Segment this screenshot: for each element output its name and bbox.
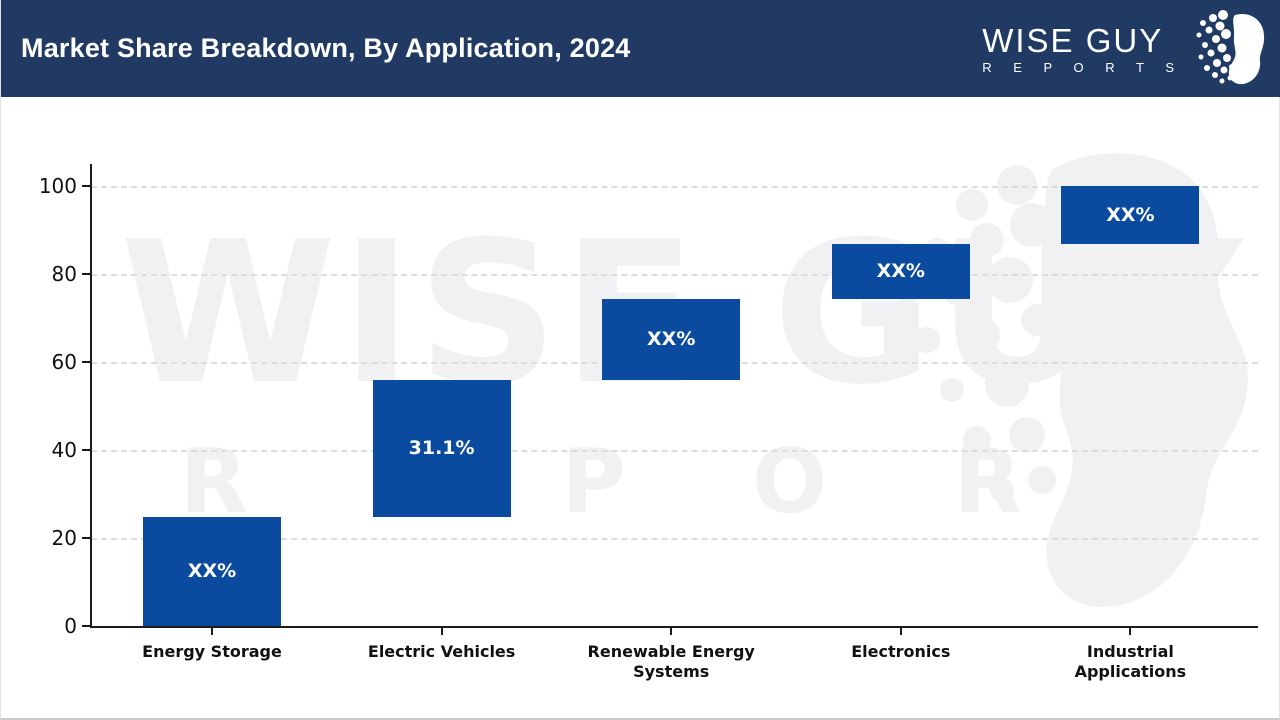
brand-logo: WISE GUY R E P O R T S — [982, 9, 1267, 89]
header-banner: Market Share Breakdown, By Application, … — [1, 0, 1280, 97]
brand-logo-subtitle: R E P O R T S — [982, 59, 1183, 75]
y-axis-line — [90, 164, 92, 626]
xtick-mark-0 — [211, 628, 213, 635]
bar-segment-3: XX% — [831, 244, 970, 299]
bar-segment-1: 31.1% — [372, 380, 511, 517]
ytick-label-100: 100 — [38, 174, 77, 198]
xcategory-label-4: Industrial Applications — [1074, 642, 1187, 681]
bar-value-label: 31.1% — [408, 437, 475, 460]
ytick-mark-20 — [82, 537, 90, 539]
xcategory-label-2: Renewable Energy Systems — [587, 642, 755, 681]
bar-segment-0: XX% — [143, 516, 281, 626]
bar-value-label: XX% — [187, 560, 237, 583]
xcategory-label-1: Electric Vehicles — [367, 642, 516, 661]
bar-value-label: XX% — [876, 260, 925, 283]
chart-plot-area: WISE GUY R E P O R T S 020406080100XX%En… — [1, 97, 1280, 720]
brand-logo-text: WISE GUY R E P O R T S — [982, 24, 1183, 74]
brand-head-icon — [1196, 9, 1265, 84]
ytick-label-0: 0 — [64, 614, 77, 638]
ytick-mark-0 — [82, 625, 90, 627]
gridline-y80 — [91, 274, 1258, 276]
ytick-mark-40 — [82, 449, 90, 451]
bar-segment-4: XX% — [1061, 186, 1200, 245]
bar-segment-2: XX% — [602, 298, 741, 381]
gridline-y40 — [91, 450, 1258, 452]
bar-value-label: XX% — [1106, 204, 1155, 227]
gridline-y100 — [91, 186, 1258, 188]
xtick-mark-3 — [899, 628, 902, 635]
xtick-mark-2 — [670, 628, 673, 635]
ytick-label-60: 60 — [51, 350, 77, 374]
ytick-label-80: 80 — [51, 262, 77, 286]
xtick-mark-4 — [1129, 628, 1132, 635]
ytick-label-20: 20 — [51, 526, 77, 550]
watermark-text-line2: R E P O R T S — [180, 430, 1260, 533]
xcategory-label-0: Energy Storage — [142, 642, 282, 661]
brand-logo-name: WISE GUY — [982, 21, 1164, 59]
ytick-mark-100 — [82, 185, 90, 187]
gridline-y20 — [91, 538, 1258, 540]
ytick-mark-60 — [82, 361, 90, 363]
bar-value-label: XX% — [647, 328, 696, 351]
xcategory-label-3: Electronics — [851, 642, 951, 661]
ytick-mark-80 — [82, 273, 90, 275]
xtick-mark-1 — [440, 628, 443, 635]
chart-title: Market Share Breakdown, By Application, … — [21, 33, 631, 63]
ytick-label-40: 40 — [51, 438, 77, 462]
x-axis-line — [90, 626, 1258, 628]
